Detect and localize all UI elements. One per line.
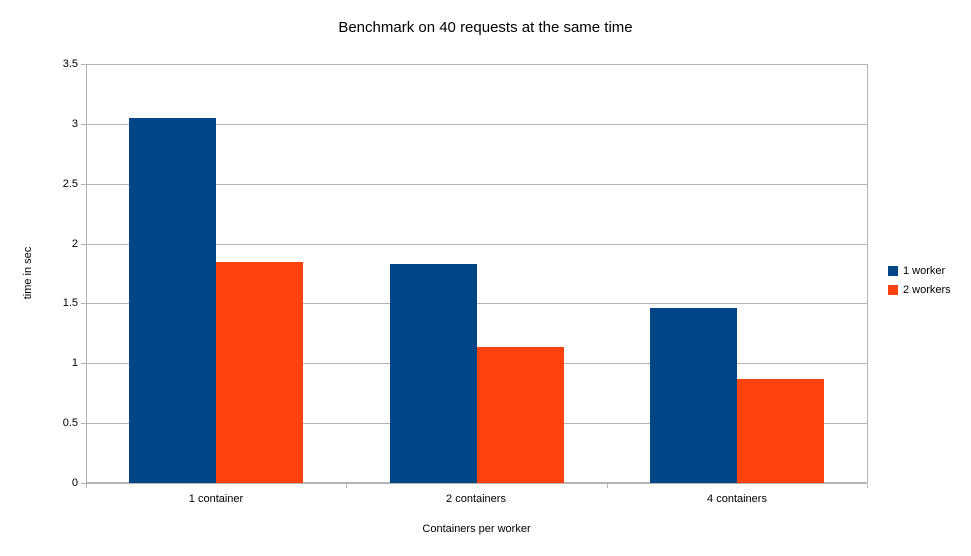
legend-swatch xyxy=(888,284,898,295)
y-tick-label: 2 xyxy=(71,237,78,250)
y-tick xyxy=(81,123,86,125)
gridline xyxy=(86,243,867,245)
legend-label: 1 worker xyxy=(903,264,946,277)
y-tick-label: 3 xyxy=(71,117,78,130)
x-tick xyxy=(86,484,87,488)
chart-title: Benchmark on 40 requests at the same tim… xyxy=(338,19,633,36)
y-axis-line xyxy=(86,64,87,483)
y-tick-label: 0 xyxy=(71,477,78,489)
legend-swatch xyxy=(888,265,898,276)
legend: 1 worker 2 workers xyxy=(888,261,951,299)
y-tick xyxy=(81,363,86,365)
category-label: 2 containers xyxy=(446,493,506,505)
gridline xyxy=(86,64,867,65)
plot-right-border xyxy=(867,64,868,483)
y-tick xyxy=(81,243,86,245)
y-tick-label: 1 xyxy=(71,357,78,370)
y-tick-label: 2.5 xyxy=(62,177,78,190)
gridline xyxy=(86,123,867,125)
y-tick xyxy=(81,183,86,185)
legend-item: 2 workers xyxy=(888,280,951,299)
bar xyxy=(477,347,564,483)
y-tick xyxy=(81,423,86,425)
bar xyxy=(129,118,216,483)
x-axis-line xyxy=(86,482,867,484)
x-tick xyxy=(867,484,868,488)
y-tick xyxy=(81,303,86,305)
legend-item: 1 worker xyxy=(888,261,951,280)
bar xyxy=(650,308,737,483)
x-tick xyxy=(346,484,347,488)
bar xyxy=(216,262,303,483)
category-label: 4 containers xyxy=(707,493,767,505)
bar xyxy=(390,264,477,483)
y-tick-label: 3.5 xyxy=(62,58,78,70)
y-axis-title: time in sec xyxy=(22,246,34,300)
bar xyxy=(737,379,824,483)
y-tick xyxy=(81,64,86,65)
category-label: 1 container xyxy=(188,493,244,505)
gridline xyxy=(86,183,867,185)
y-tick xyxy=(81,483,86,484)
legend-label: 2 workers xyxy=(903,283,951,296)
x-axis-title: Containers per worker xyxy=(422,523,531,535)
y-tick-label: 1.5 xyxy=(62,297,78,310)
y-tick-label: 0.5 xyxy=(62,417,78,430)
x-tick xyxy=(607,484,608,488)
